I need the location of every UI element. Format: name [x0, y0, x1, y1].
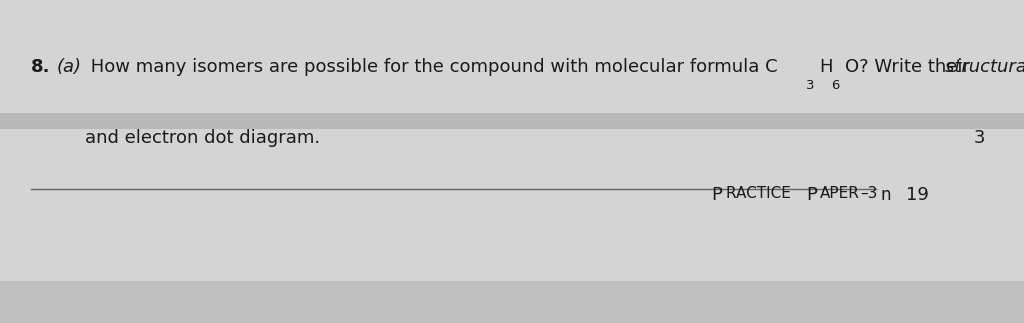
Text: 3: 3 [974, 129, 985, 147]
Text: structural formula: structural formula [945, 58, 1024, 76]
Text: APER: APER [820, 186, 860, 201]
Text: 8.: 8. [31, 58, 50, 76]
Text: O? Write their: O? Write their [845, 58, 976, 76]
Text: and electron dot diagram.: and electron dot diagram. [85, 129, 321, 147]
Text: 3: 3 [806, 79, 814, 92]
Text: –3: –3 [860, 186, 878, 201]
Text: P: P [712, 186, 723, 204]
Text: RACTICE: RACTICE [726, 186, 796, 201]
Text: (a): (a) [56, 58, 81, 76]
Text: P: P [806, 186, 817, 204]
Text: H: H [819, 58, 833, 76]
Text: How many isomers are possible for the compound with molecular formula C: How many isomers are possible for the co… [85, 58, 777, 76]
Text: 6: 6 [831, 79, 840, 92]
Text: 19: 19 [906, 186, 929, 204]
Text: n: n [881, 186, 891, 204]
